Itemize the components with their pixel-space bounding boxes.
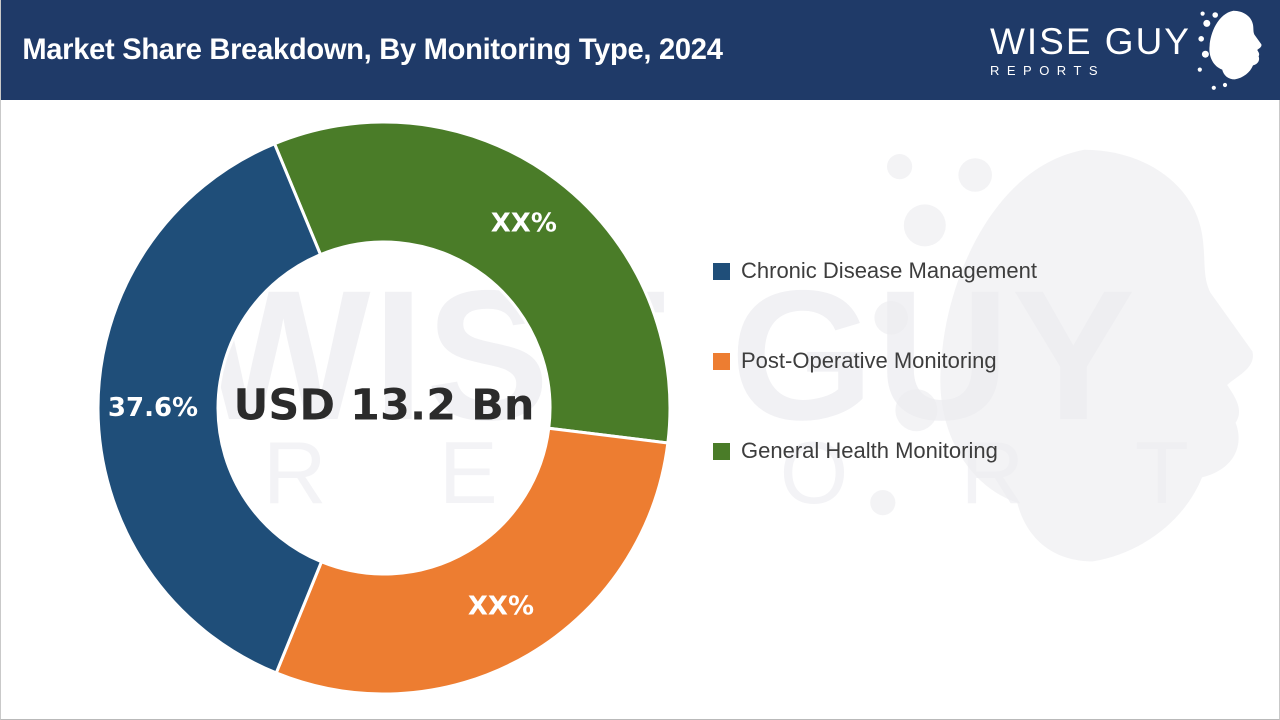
legend-label: Post-Operative Monitoring — [741, 348, 997, 373]
slice-label: 37.6% — [108, 393, 198, 423]
brand-reports-text: REPORTS — [989, 62, 1106, 78]
donut-chart: XX% XX% 37.6% USD 13.2 Bn — [96, 120, 672, 696]
watermark-face-logo-icon — [870, 149, 1253, 562]
legend-swatch — [713, 262, 730, 280]
donut-segment-post-operative-monitoring — [274, 426, 670, 696]
legend-label: General Health Monitoring — [741, 438, 998, 463]
legend-swatch — [713, 442, 730, 460]
slice-label: XX% — [468, 592, 534, 622]
legend-item: General Health Monitoring — [713, 434, 1037, 468]
watermark: WISE GUY R E P O R T S — [1, 100, 1280, 720]
slice-label: XX% — [491, 209, 557, 239]
page-title: Market Share Breakdown, By Monitoring Ty… — [22, 33, 723, 66]
header-bar: Market Share Breakdown, By Monitoring Ty… — [1, 0, 1280, 100]
legend-swatch — [713, 352, 730, 370]
brand-face-icon — [1197, 10, 1262, 90]
chart-legend: Chronic Disease Management Post-Operative… — [713, 254, 1037, 524]
brand-logo: WISE GUY REPORTS — [990, 8, 1269, 92]
legend-item: Chronic Disease Management — [713, 254, 1037, 288]
donut-segment-chronic-disease-management — [96, 142, 323, 675]
legend-item: Post-Operative Monitoring — [713, 344, 1037, 378]
legend-label: Chronic Disease Management — [741, 258, 1037, 283]
chart-center-value: USD 13.2 Bn — [234, 381, 535, 431]
brand-wiseguy-text: WISE GUY — [989, 20, 1191, 62]
donut-segment-general-health-monitoring — [273, 120, 672, 445]
